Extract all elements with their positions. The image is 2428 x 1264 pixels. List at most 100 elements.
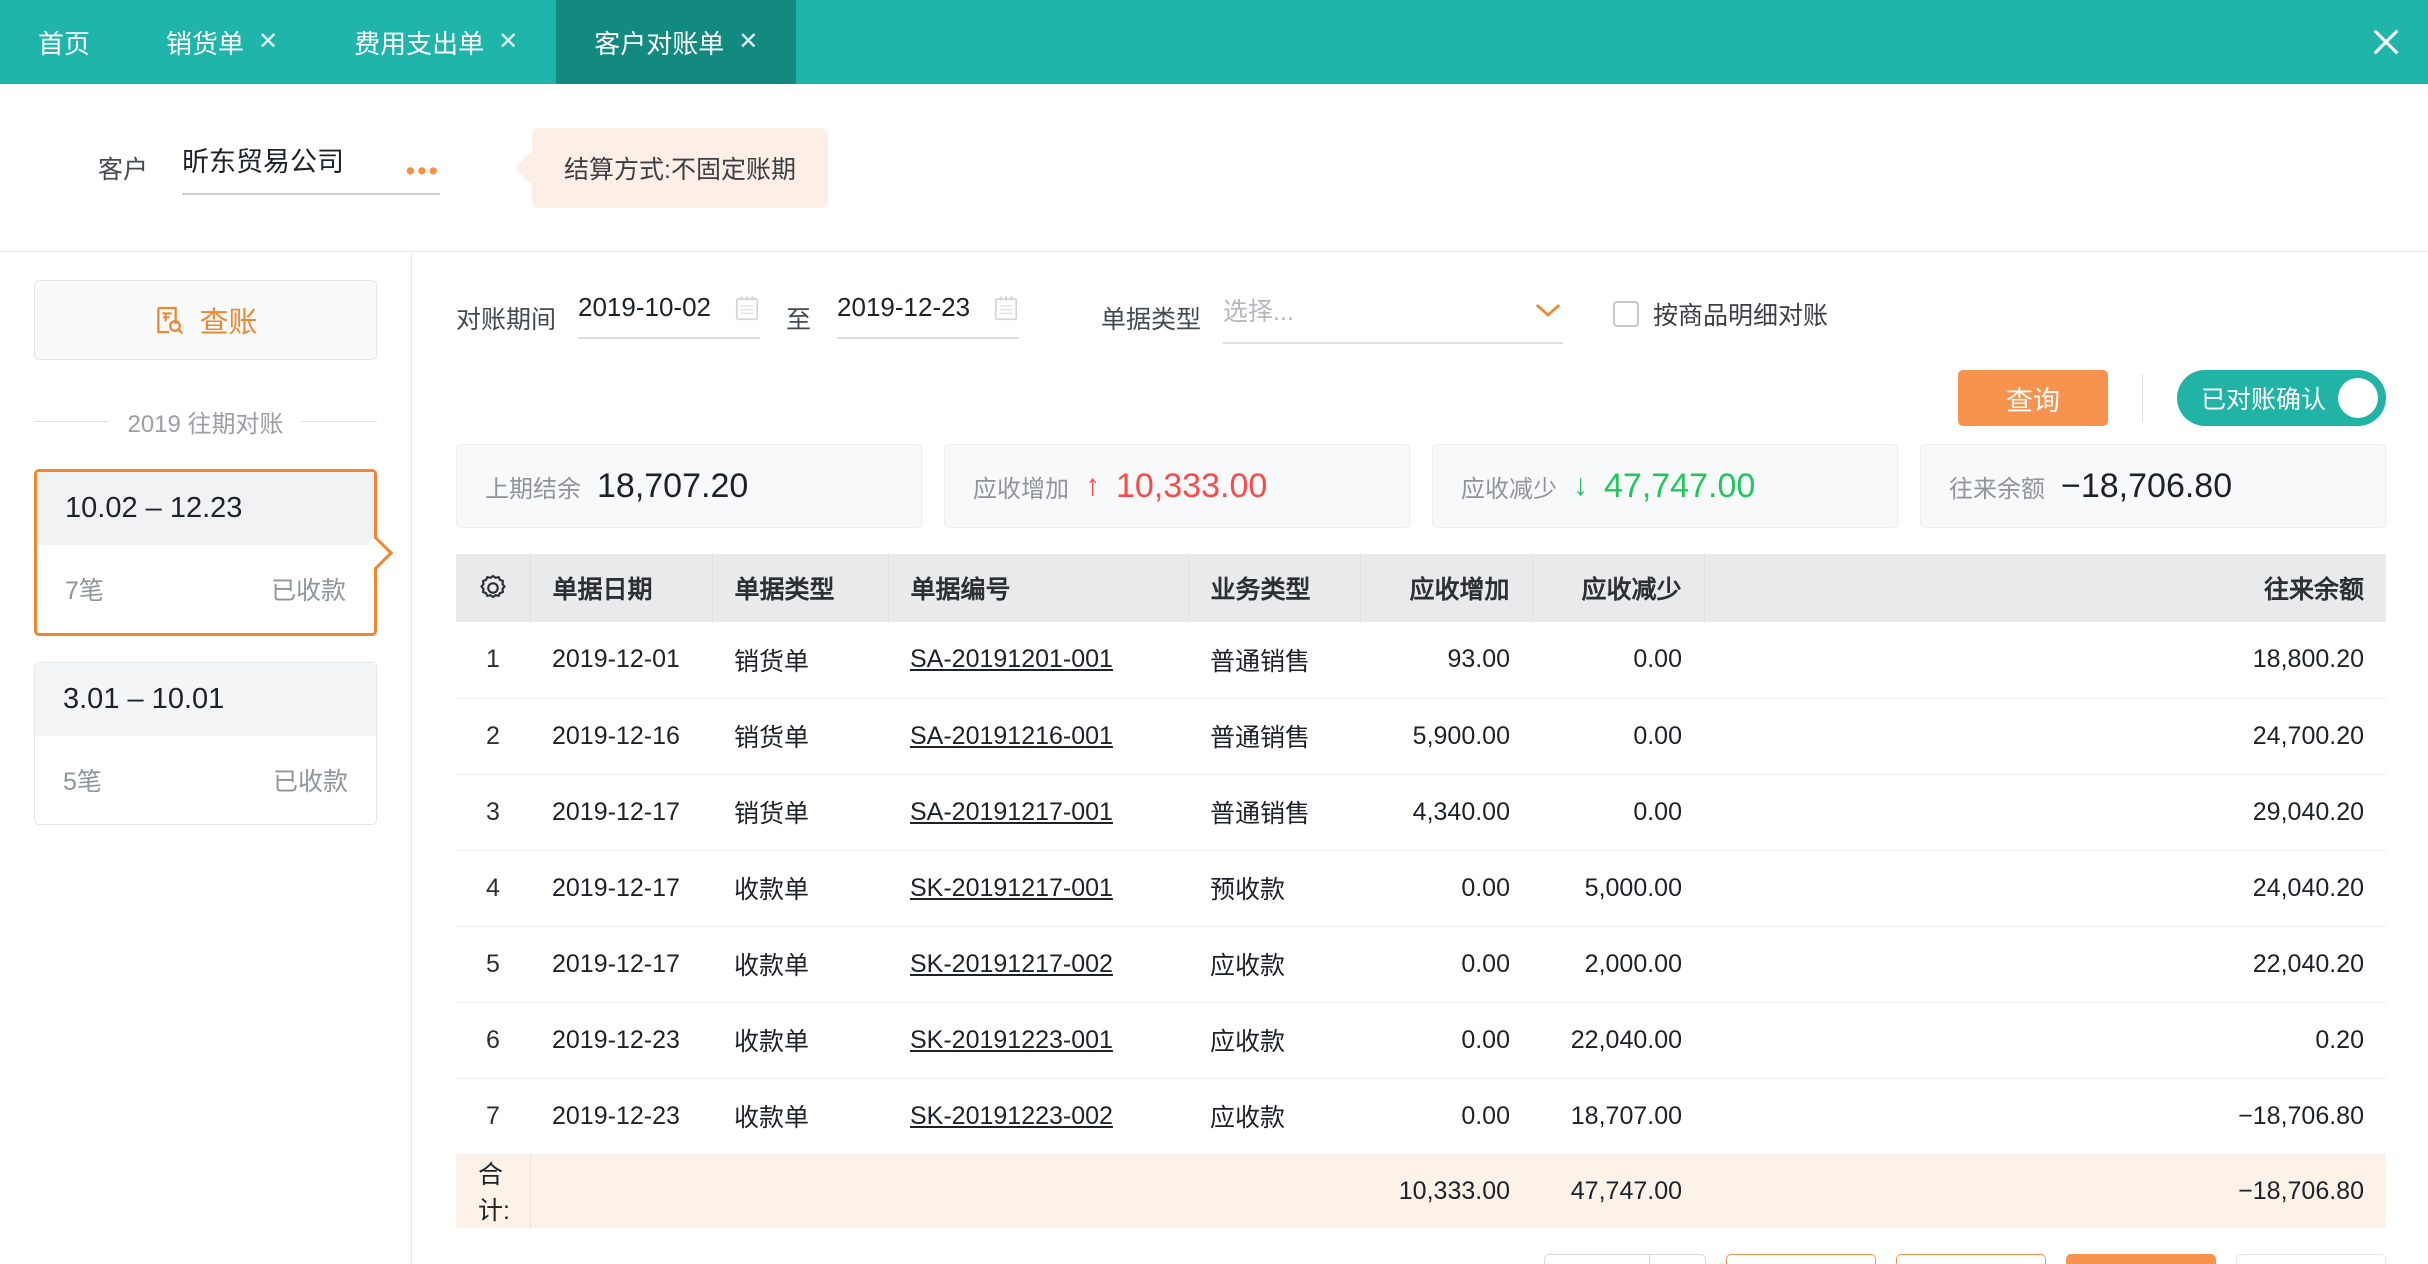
print-label[interactable]: 打印 <box>1545 1255 1649 1264</box>
cell-index: 1 <box>456 622 530 699</box>
summary-card-opening-balance: 上期结余 18,707.20 <box>456 444 922 528</box>
table-row[interactable]: 4 2019-12-17 收款单 SK-20191217-001 预收款 0.0… <box>456 850 2386 927</box>
gear-icon[interactable] <box>478 573 508 603</box>
invoice-search-icon <box>157 306 184 335</box>
share-button[interactable]: 分享 <box>2066 1254 2216 1264</box>
table-head: 单据日期 单据类型 单据编号 业务类型 应收增加 应收减少 往来余额 <box>456 554 2386 622</box>
check-account-button[interactable]: 查账 <box>34 280 377 360</box>
cell-biz-type: 预收款 <box>1188 850 1360 927</box>
tab-close-icon[interactable]: ✕ <box>738 28 759 55</box>
table-row[interactable]: 1 2019-12-01 销货单 SA-20191201-001 普通销售 93… <box>456 622 2386 699</box>
period-range: 3.01 – 10.01 <box>35 663 376 736</box>
delete-button[interactable]: 删除 <box>1896 1254 2046 1264</box>
doc-no-link[interactable]: SA-20191201-001 <box>910 645 1113 674</box>
cell-receivable-decrease: 5,000.00 <box>1532 850 1704 927</box>
checkbox-box[interactable] <box>1613 301 1640 327</box>
column-header-doc-no[interactable]: 单据编号 <box>888 554 1189 622</box>
doc-type-select[interactable]: 选择... <box>1223 292 1564 344</box>
query-button[interactable]: 查询 <box>1957 370 2108 426</box>
tab-bar-spacer <box>796 0 2344 84</box>
divider-line-left <box>34 421 110 422</box>
cell-index: 6 <box>456 1002 530 1079</box>
print-split-button[interactable]: 打印 <box>1543 1254 1706 1264</box>
cell-receivable-increase: 4,340.00 <box>1360 774 1532 851</box>
tab-customer-statement[interactable]: 客户对账单 ✕ <box>556 0 797 84</box>
cell-receivable-decrease: 22,040.00 <box>1532 1002 1704 1079</box>
column-header-current-balance[interactable]: 往来余额 <box>1704 554 2386 622</box>
detail-reconcile-checkbox[interactable]: 按商品明细对账 <box>1613 292 1828 332</box>
window-close-button[interactable] <box>2344 0 2428 84</box>
toggle-knob[interactable] <box>2338 378 2378 418</box>
calendar-icon[interactable] <box>993 294 1019 322</box>
doc-no-link[interactable]: SK-20191217-002 <box>910 949 1113 978</box>
column-header-doc-type[interactable]: 单据类型 <box>712 554 889 622</box>
check-account-label: 查账 <box>199 307 258 339</box>
cell-current-balance: 24,040.20 <box>1704 850 2386 927</box>
table-row[interactable]: 2 2019-12-16 销货单 SA-20191216-001 普通销售 5,… <box>456 698 2386 775</box>
export-button[interactable]: 导出 <box>1726 1254 1876 1264</box>
cell-doc-type: 收款单 <box>712 850 888 927</box>
main-panel: 对账期间 2019-10-02 至 2019-12-23 单据类型 <box>412 252 2428 1264</box>
cell-receivable-decrease: 18,707.00 <box>1532 1078 1704 1155</box>
filter-row: 对账期间 2019-10-02 至 2019-12-23 单据类型 <box>456 292 2386 344</box>
reconcile-confirm-label: 已对账确认 <box>2200 386 2326 414</box>
doc-no-link[interactable]: SK-20191223-002 <box>910 1101 1113 1130</box>
tab-close-icon[interactable]: ✕ <box>498 28 519 55</box>
summary-card-current-balance: 往来余额 −18,706.80 <box>1920 444 2386 528</box>
total-receivable-increase: 10,333.00 <box>1360 1153 1532 1228</box>
cell-doc-no: SK-20191223-001 <box>888 1002 1188 1079</box>
tab-label: 首页 <box>38 28 91 59</box>
cell-doc-type: 销货单 <box>712 774 888 851</box>
statement-table: 单据日期 单据类型 单据编号 业务类型 应收增加 应收减少 往来余额 1 201… <box>456 554 2386 1228</box>
column-header-receivable-increase[interactable]: 应收增加 <box>1360 554 1533 622</box>
date-from-field[interactable]: 2019-10-02 <box>578 292 761 339</box>
table-row[interactable]: 6 2019-12-23 收款单 SK-20191223-001 应收款 0.0… <box>456 1002 2386 1079</box>
reconcile-confirm-toggle[interactable]: 已对账确认 <box>2176 370 2386 426</box>
receive-payment-button: 收款 <box>2236 1254 2386 1264</box>
cell-doc-type: 销货单 <box>712 622 888 699</box>
calendar-icon[interactable] <box>734 294 760 322</box>
chevron-down-icon[interactable] <box>1533 301 1563 319</box>
close-icon <box>2373 29 2399 55</box>
table-row[interactable]: 3 2019-12-17 销货单 SA-20191217-001 普通销售 4,… <box>456 774 2386 851</box>
summary-cards: 上期结余 18,707.20 应收增加 ↑ 10,333.00 应收减少 ↓ 4… <box>456 444 2386 528</box>
doc-no-link[interactable]: SA-20191216-001 <box>910 721 1113 750</box>
summary-label: 往来余额 <box>1949 475 2045 503</box>
ellipsis-icon[interactable]: ••• <box>405 155 441 186</box>
cell-biz-type: 普通销售 <box>1188 622 1360 699</box>
doc-no-link[interactable]: SK-20191223-001 <box>910 1025 1113 1054</box>
tab-label: 客户对账单 <box>594 28 725 59</box>
period-card-selected[interactable]: 10.02 – 12.23 7笔 已收款 <box>34 469 377 636</box>
column-settings-cell[interactable] <box>456 554 531 622</box>
tab-home[interactable]: 首页 <box>0 0 128 84</box>
period-range: 10.02 – 12.23 <box>37 472 374 545</box>
date-to-field[interactable]: 2019-12-23 <box>837 292 1020 339</box>
print-dropdown-button[interactable] <box>1649 1255 1705 1264</box>
table-row[interactable]: 5 2019-12-17 收款单 SK-20191217-002 应收款 0.0… <box>456 926 2386 1003</box>
cell-index: 5 <box>456 926 530 1003</box>
doc-no-link[interactable]: SA-20191217-001 <box>910 797 1113 826</box>
table-row[interactable]: 7 2019-12-23 收款单 SK-20191223-002 应收款 0.0… <box>456 1078 2386 1155</box>
cell-doc-type: 收款单 <box>712 926 888 1003</box>
tab-expense-order[interactable]: 费用支出单 ✕ <box>316 0 556 84</box>
column-header-biz-type[interactable]: 业务类型 <box>1188 554 1361 622</box>
summary-label: 应收增加 <box>973 475 1069 503</box>
cell-receivable-decrease: 2,000.00 <box>1532 926 1704 1003</box>
cell-receivable-increase: 0.00 <box>1360 850 1532 927</box>
period-card[interactable]: 3.01 – 10.01 5笔 已收款 <box>34 662 377 825</box>
cell-index: 4 <box>456 850 530 927</box>
cell-index: 2 <box>456 698 530 775</box>
cell-biz-type: 应收款 <box>1188 926 1360 1003</box>
column-header-doc-date[interactable]: 单据日期 <box>530 554 713 622</box>
cell-receivable-decrease: 0.00 <box>1532 622 1704 699</box>
total-empty-no <box>888 1153 1188 1228</box>
doc-no-link[interactable]: SK-20191217-001 <box>910 873 1113 902</box>
cell-doc-type: 销货单 <box>712 698 888 775</box>
cell-receivable-increase: 0.00 <box>1360 926 1532 1003</box>
tab-sales-order[interactable]: 销货单 ✕ <box>128 0 316 84</box>
cell-doc-date: 2019-12-01 <box>530 622 712 699</box>
tab-close-icon[interactable]: ✕ <box>258 28 279 55</box>
column-header-receivable-decrease[interactable]: 应收减少 <box>1532 554 1705 622</box>
customer-field[interactable]: 昕东贸易公司 ••• <box>182 140 441 195</box>
cell-current-balance: 24,700.20 <box>1704 698 2386 775</box>
